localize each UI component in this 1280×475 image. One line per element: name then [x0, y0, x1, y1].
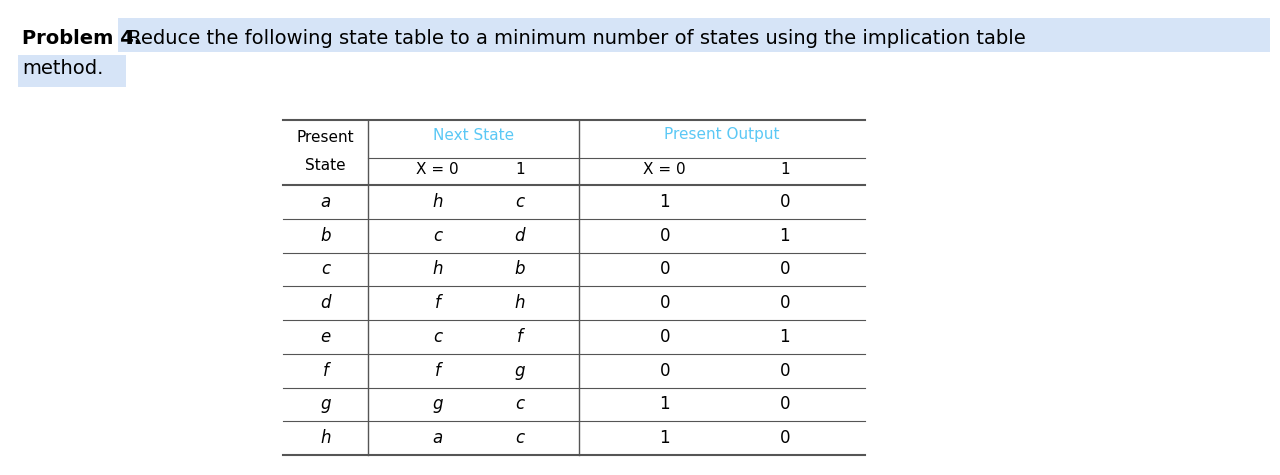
- Text: f: f: [435, 294, 440, 312]
- Text: h: h: [433, 260, 443, 278]
- Text: 1: 1: [659, 193, 671, 211]
- Text: h: h: [320, 429, 330, 447]
- Text: State: State: [305, 158, 346, 172]
- Text: 1: 1: [659, 429, 671, 447]
- Text: f: f: [435, 361, 440, 380]
- Text: g: g: [433, 395, 443, 413]
- Text: d: d: [320, 294, 330, 312]
- Text: c: c: [321, 260, 330, 278]
- Text: d: d: [515, 227, 525, 245]
- Text: a: a: [433, 429, 443, 447]
- Text: 0: 0: [659, 260, 669, 278]
- Text: 0: 0: [780, 395, 790, 413]
- Text: f: f: [323, 361, 329, 380]
- Text: b: b: [320, 227, 330, 245]
- Text: 0: 0: [780, 193, 790, 211]
- Text: 1: 1: [515, 162, 525, 178]
- Text: Problem 4.: Problem 4.: [22, 28, 141, 48]
- Text: Present Output: Present Output: [664, 127, 780, 142]
- Text: 0: 0: [780, 361, 790, 380]
- Text: b: b: [515, 260, 525, 278]
- Text: f: f: [517, 328, 522, 346]
- Text: g: g: [515, 361, 525, 380]
- Bar: [118, 18, 1270, 52]
- Text: 1: 1: [780, 328, 790, 346]
- Text: 0: 0: [659, 361, 669, 380]
- Text: c: c: [516, 429, 525, 447]
- Text: 1: 1: [780, 227, 790, 245]
- Text: h: h: [515, 294, 525, 312]
- Text: a: a: [320, 193, 330, 211]
- Text: 1: 1: [659, 395, 671, 413]
- Text: method.: method.: [22, 58, 104, 77]
- Text: c: c: [433, 227, 442, 245]
- Text: Present: Present: [297, 131, 355, 145]
- Text: g: g: [320, 395, 330, 413]
- Text: 0: 0: [780, 429, 790, 447]
- Text: h: h: [433, 193, 443, 211]
- Text: X = 0: X = 0: [416, 162, 460, 178]
- Text: 0: 0: [780, 294, 790, 312]
- Text: c: c: [516, 395, 525, 413]
- Text: c: c: [516, 193, 525, 211]
- Text: X = 0: X = 0: [644, 162, 686, 178]
- Text: e: e: [320, 328, 330, 346]
- Text: 0: 0: [780, 260, 790, 278]
- Text: Reduce the following state table to a minimum number of states using the implica: Reduce the following state table to a mi…: [122, 28, 1025, 48]
- Text: 1: 1: [780, 162, 790, 178]
- Text: 0: 0: [659, 294, 669, 312]
- Text: 0: 0: [659, 328, 669, 346]
- Text: Next State: Next State: [433, 127, 515, 142]
- Text: 0: 0: [659, 227, 669, 245]
- Bar: [18, 55, 125, 87]
- Text: c: c: [433, 328, 442, 346]
